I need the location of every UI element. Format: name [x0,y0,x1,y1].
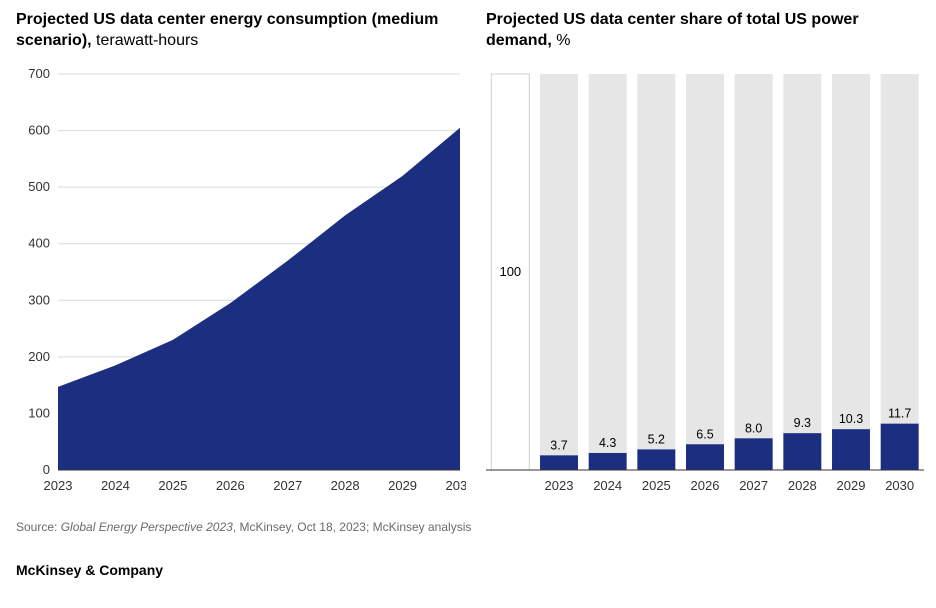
svg-text:700: 700 [28,66,50,81]
svg-text:100: 100 [499,264,521,279]
svg-text:10.3: 10.3 [839,412,863,426]
svg-text:9.3: 9.3 [794,416,811,430]
svg-text:2024: 2024 [101,478,130,493]
left-title-light: terawatt-hours [92,32,199,49]
svg-text:2029: 2029 [388,478,417,493]
brand-label: McKinsey & Company [16,562,920,578]
svg-text:2024: 2024 [593,478,622,493]
left-chart-column: Projected US data center energy consumpt… [16,10,466,496]
svg-text:500: 500 [28,179,50,194]
right-chart-column: Projected US data center share of total … [486,10,926,496]
svg-text:2029: 2029 [837,478,866,493]
bar-chart: 100 3.7 2023 4.3 2024 5.2 2025 6.5 2026 8.0 2027 9.… [486,66,926,496]
svg-text:2030: 2030 [885,478,914,493]
svg-text:0: 0 [43,462,50,477]
svg-text:300: 300 [28,292,50,307]
source-italic: Global Energy Perspective 2023 [61,520,233,534]
svg-text:2028: 2028 [331,478,360,493]
right-title-bold: Projected US data center share of total … [486,11,859,49]
svg-text:5.2: 5.2 [648,432,665,446]
right-chart-title: Projected US data center share of total … [486,10,926,52]
svg-text:400: 400 [28,236,50,251]
source-prefix: Source: [16,520,61,534]
svg-text:3.7: 3.7 [550,438,567,452]
left-title-bold: Projected US data center energy consumpt… [16,11,438,49]
source-line: Source: Global Energy Perspective 2023, … [16,520,920,534]
svg-text:4.3: 4.3 [599,436,616,450]
svg-text:600: 600 [28,123,50,138]
svg-text:2023: 2023 [44,478,73,493]
svg-text:2026: 2026 [691,478,720,493]
svg-text:2030: 2030 [446,478,466,493]
svg-text:200: 200 [28,349,50,364]
svg-text:2023: 2023 [545,478,574,493]
svg-text:2025: 2025 [158,478,187,493]
left-chart-title: Projected US data center energy consumpt… [16,10,466,52]
svg-text:2025: 2025 [642,478,671,493]
svg-text:100: 100 [28,405,50,420]
right-title-light: % [552,32,571,49]
source-rest: , McKinsey, Oct 18, 2023; McKinsey analy… [233,520,472,534]
svg-text:2027: 2027 [739,478,768,493]
svg-text:6.5: 6.5 [696,427,713,441]
area-chart: 0 100 200 300 400 500 600 700 2023 2024 2025 2026 20… [16,66,466,496]
svg-text:8.0: 8.0 [745,421,762,435]
svg-text:2027: 2027 [273,478,302,493]
svg-text:2026: 2026 [216,478,245,493]
svg-text:2028: 2028 [788,478,817,493]
svg-text:11.7: 11.7 [888,407,911,421]
